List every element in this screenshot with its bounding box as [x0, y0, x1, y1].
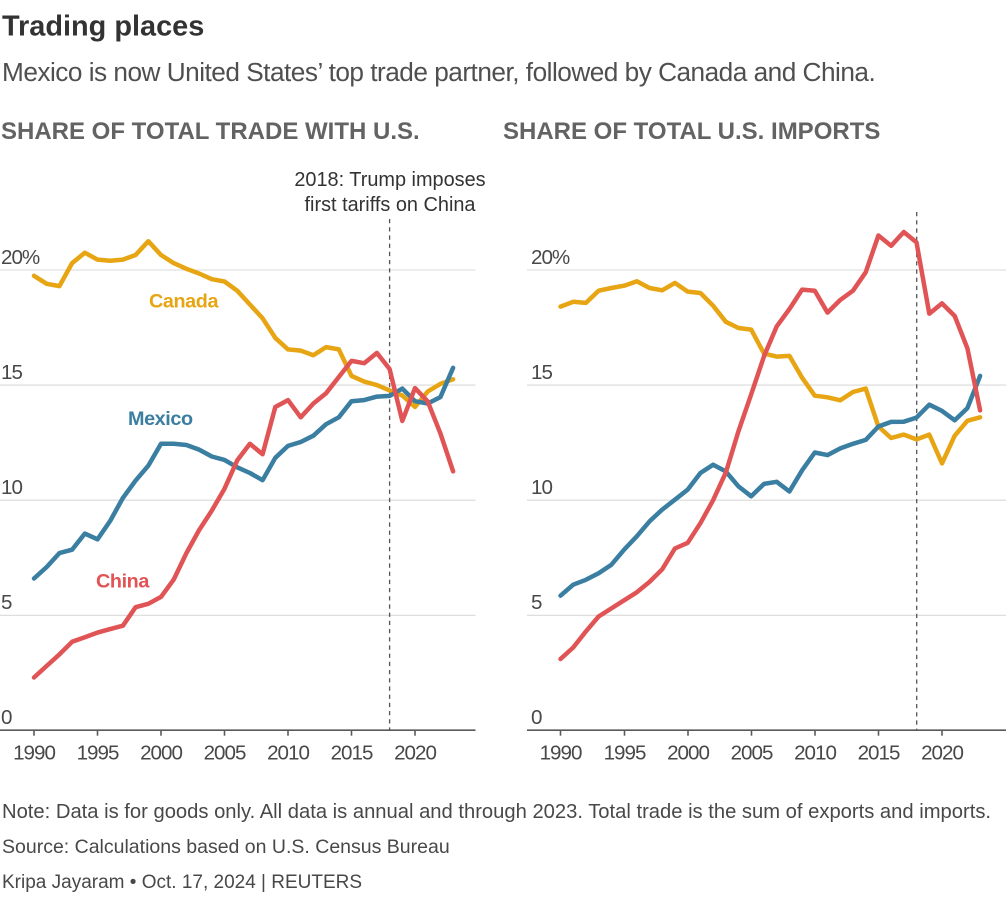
svg-text:15: 15 — [1, 361, 22, 384]
svg-text:2000: 2000 — [140, 742, 182, 765]
svg-text:1995: 1995 — [604, 742, 646, 765]
svg-text:China: China — [96, 571, 150, 593]
svg-text:2020: 2020 — [394, 742, 436, 765]
svg-text:20%: 20% — [1, 246, 40, 269]
svg-text:10: 10 — [531, 476, 552, 499]
svg-text:2000: 2000 — [667, 742, 709, 765]
svg-text:15: 15 — [531, 361, 552, 384]
svg-text:Source: Calculations based on: Source: Calculations based on U.S. Censu… — [2, 836, 450, 858]
svg-text:Mexico is now United States’ t: Mexico is now United States’ top trade p… — [2, 57, 875, 87]
svg-text:1995: 1995 — [77, 742, 119, 765]
svg-text:SHARE OF TOTAL U.S. IMPORTS: SHARE OF TOTAL U.S. IMPORTS — [503, 118, 880, 145]
svg-text:Note: Data is for goods only.: Note: Data is for goods only. All data i… — [2, 801, 991, 823]
svg-text:2010: 2010 — [267, 742, 309, 765]
svg-text:Trading places: Trading places — [2, 11, 204, 43]
svg-text:2015: 2015 — [331, 742, 373, 765]
svg-text:20%: 20% — [531, 246, 570, 269]
svg-text:10: 10 — [1, 476, 22, 499]
svg-text:Kripa Jayaram • Oct. 17, 2024: Kripa Jayaram • Oct. 17, 2024 | REUTERS — [2, 872, 362, 893]
svg-text:5: 5 — [531, 591, 542, 614]
svg-text:SHARE OF TOTAL TRADE WITH U.S.: SHARE OF TOTAL TRADE WITH U.S. — [1, 118, 420, 145]
svg-text:Mexico: Mexico — [128, 408, 193, 430]
svg-text:2018: Trump imposes: 2018: Trump imposes — [294, 169, 485, 191]
svg-text:2015: 2015 — [858, 742, 900, 765]
svg-text:5: 5 — [1, 591, 12, 614]
svg-text:2005: 2005 — [731, 742, 773, 765]
svg-text:1990: 1990 — [540, 742, 582, 765]
svg-text:1990: 1990 — [13, 742, 55, 765]
svg-text:2020: 2020 — [921, 742, 963, 765]
svg-text:Canada: Canada — [149, 291, 219, 313]
svg-text:0: 0 — [1, 706, 12, 729]
svg-text:first tariffs on China: first tariffs on China — [305, 194, 477, 216]
svg-text:0: 0 — [531, 706, 542, 729]
svg-text:2005: 2005 — [204, 742, 246, 765]
svg-text:2010: 2010 — [794, 742, 836, 765]
